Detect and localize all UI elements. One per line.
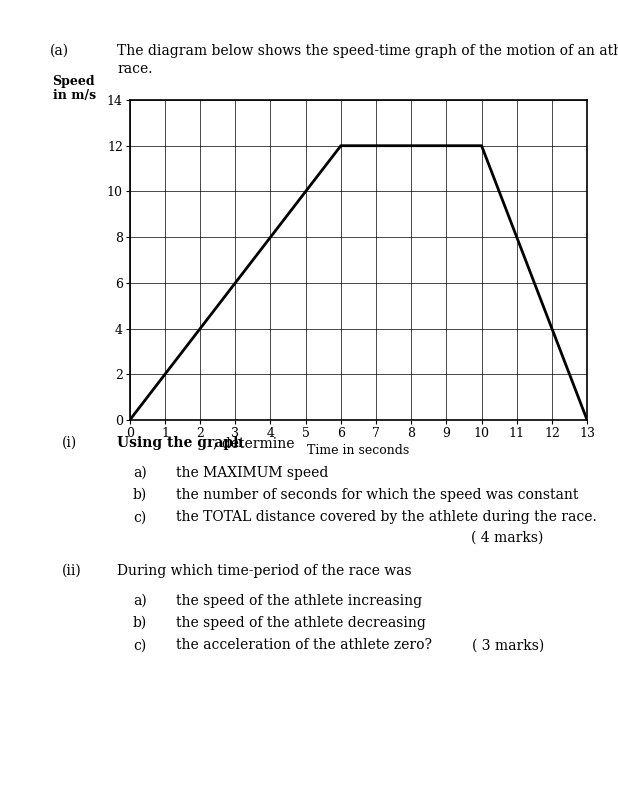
- Text: the speed of the athlete increasing: the speed of the athlete increasing: [176, 594, 422, 608]
- Text: the acceleration of the athlete zero?: the acceleration of the athlete zero?: [176, 638, 432, 653]
- Text: the MAXIMUM speed: the MAXIMUM speed: [176, 466, 329, 480]
- Text: (ii): (ii): [62, 564, 82, 578]
- Text: a): a): [133, 594, 146, 608]
- Text: (a): (a): [49, 44, 69, 58]
- Text: the speed of the athlete decreasing: the speed of the athlete decreasing: [176, 616, 426, 630]
- Text: b): b): [133, 488, 147, 502]
- X-axis label: Time in seconds: Time in seconds: [307, 444, 410, 457]
- Text: the number of seconds for which the speed was constant: the number of seconds for which the spee…: [176, 488, 578, 502]
- Text: c): c): [133, 638, 146, 653]
- Text: The diagram below shows the speed-time graph of the motion of an athlete during : The diagram below shows the speed-time g…: [117, 44, 618, 76]
- Text: ( 4 marks): ( 4 marks): [472, 530, 544, 544]
- Text: Speed: Speed: [53, 75, 95, 88]
- Text: (i): (i): [62, 436, 77, 450]
- Text: Using the graph: Using the graph: [117, 436, 243, 450]
- Text: in m/s: in m/s: [53, 90, 96, 102]
- Text: the TOTAL distance covered by the athlete during the race.: the TOTAL distance covered by the athlet…: [176, 510, 597, 525]
- Text: a): a): [133, 466, 146, 480]
- Text: c): c): [133, 510, 146, 525]
- Text: , determine: , determine: [213, 436, 295, 450]
- Text: During which time-period of the race was: During which time-period of the race was: [117, 564, 412, 578]
- Text: b): b): [133, 616, 147, 630]
- Text: ( 3 marks): ( 3 marks): [472, 638, 544, 653]
